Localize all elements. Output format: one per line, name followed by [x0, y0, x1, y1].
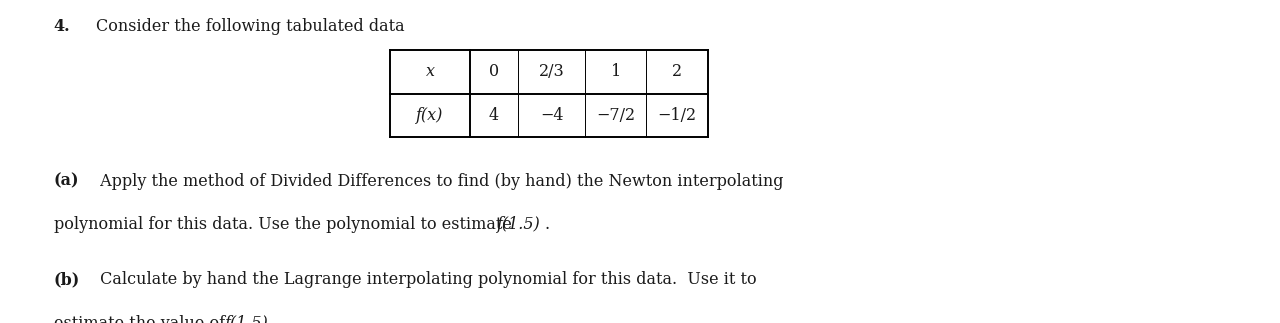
Text: 2/3: 2/3	[539, 63, 564, 80]
Text: 4: 4	[489, 107, 499, 124]
Text: (b): (b)	[54, 271, 81, 288]
Text: f(1.5): f(1.5)	[225, 315, 269, 323]
Text: x: x	[425, 63, 435, 80]
Text: 0: 0	[489, 63, 499, 80]
Text: Apply the method of Divided Differences to find (by hand) the Newton interpolati: Apply the method of Divided Differences …	[95, 173, 783, 190]
Text: (a): (a)	[54, 173, 79, 190]
Text: .: .	[271, 315, 276, 323]
Text: 1: 1	[611, 63, 621, 80]
Text: .: .	[544, 216, 549, 234]
Text: −7/2: −7/2	[596, 107, 635, 124]
Text: f(x): f(x)	[416, 107, 444, 124]
Text: −1/2: −1/2	[658, 107, 696, 124]
Text: estimate the value of: estimate the value of	[54, 315, 230, 323]
Text: Consider the following tabulated data: Consider the following tabulated data	[96, 18, 404, 35]
Text: polynomial for this data. Use the polynomial to estimate: polynomial for this data. Use the polyno…	[54, 216, 517, 234]
Text: f(1.5): f(1.5)	[498, 216, 541, 234]
Text: 2: 2	[672, 63, 682, 80]
Text: 4.: 4.	[54, 18, 70, 35]
Text: −4: −4	[540, 107, 563, 124]
Text: Calculate by hand the Lagrange interpolating polynomial for this data.  Use it t: Calculate by hand the Lagrange interpola…	[95, 271, 756, 288]
